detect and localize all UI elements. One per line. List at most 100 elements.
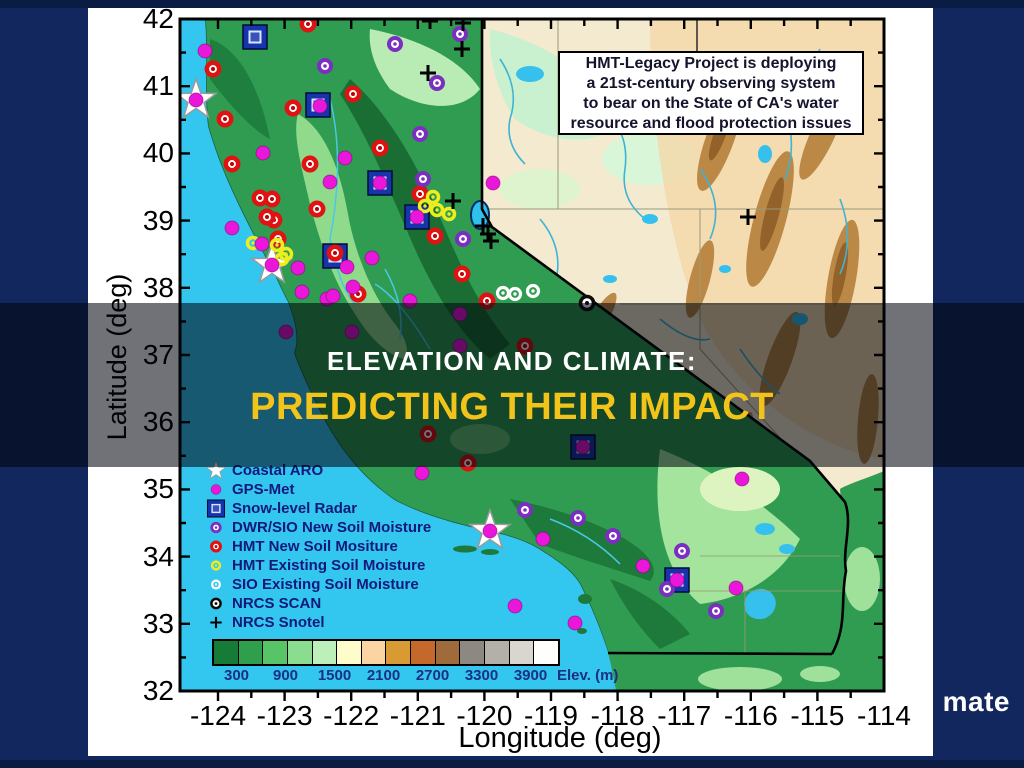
- y-tick-label: 42: [142, 3, 174, 34]
- marker-hmt-new: [426, 227, 444, 245]
- arizona-green-region: [608, 471, 884, 691]
- hmt-new-icon: [210, 540, 222, 553]
- marker-hmt-new: [453, 265, 471, 283]
- x-tick-label: -121: [389, 700, 446, 731]
- marker-hmt-exist: [441, 206, 457, 222]
- marker-gps-met: [255, 145, 271, 161]
- marker-gps-met: [264, 257, 280, 273]
- colorbar-tick-label: 3900: [513, 667, 548, 684]
- legend-item-sio-exist: SIO Existing Soil Moisture: [200, 575, 431, 594]
- pacific-ocean: [180, 19, 616, 691]
- y-tick-label: 38: [142, 271, 174, 303]
- y-tick-label: 33: [142, 607, 174, 639]
- marker-hmt-exist: [429, 202, 445, 218]
- legend-label: HMT New Soil Mositure: [232, 538, 398, 555]
- marker-nrcs-snotel: [480, 226, 496, 242]
- x-tick-label: -120: [456, 700, 513, 731]
- x-tick-label: -115: [790, 700, 845, 731]
- marker-dwr-sio: [317, 58, 333, 74]
- marker-hmt-exist: [269, 237, 285, 253]
- legend-label: NRCS SCAN: [232, 595, 322, 612]
- legend-item-dwr-sio: DWR/SIO New Soil Moisture: [200, 518, 431, 537]
- marker-sio-exist: [507, 286, 523, 302]
- marker-hmt-exist: [417, 198, 433, 214]
- marker-hmt-new: [344, 85, 362, 103]
- marker-hmt-new: [258, 208, 276, 226]
- marker-gps-met: [635, 558, 651, 574]
- colorbar-tick-label: 1500: [317, 667, 352, 684]
- legend-item-hmt-new: HMT New Soil Mositure: [200, 537, 431, 556]
- colorbar-cell: [411, 641, 436, 664]
- x-tick-label: -122: [323, 700, 380, 731]
- legend-label: NRCS Snotel: [232, 614, 325, 631]
- nrcs-snotel-icon: [210, 616, 222, 629]
- marker-hmt-new: [263, 190, 281, 208]
- marker-gps-met: [567, 615, 583, 631]
- marker-hmt-new: [216, 110, 234, 128]
- marker-hmt-new: [301, 155, 319, 173]
- site-watermark[interactable]: mate: [942, 686, 1010, 717]
- gps-met-icon: [210, 484, 222, 495]
- colorbar-cell: [361, 641, 387, 664]
- legend-item-gps-met: GPS-Met: [200, 480, 431, 499]
- marker-gps-met: [224, 220, 240, 236]
- y-tick-label: 41: [142, 70, 174, 102]
- legend-item-snow-radar: Snow-level Radar: [200, 499, 431, 518]
- legend-label: HMT Existing Soil Moisture: [232, 557, 426, 574]
- marker-hmt-new: [299, 19, 317, 33]
- colorbar-cell: [509, 641, 535, 664]
- marker-gps-met: [734, 471, 750, 487]
- marker-gps-met: [197, 43, 213, 59]
- marker-gps-met: [290, 260, 306, 276]
- marker-dwr-sio: [570, 510, 586, 526]
- legend-label: Snow-level Radar: [232, 500, 358, 517]
- colorbar-cell: [386, 641, 412, 664]
- nrcs-scan-icon: [210, 597, 222, 610]
- hmt-exist-icon: [210, 560, 222, 571]
- legend-item-nrcs-scan: NRCS SCAN: [200, 594, 431, 613]
- marker-gps-met: [322, 174, 338, 190]
- colorbar-cell: [460, 641, 486, 664]
- x-tick-label: -117: [657, 700, 712, 731]
- colorbar-tick-label: 2100: [366, 667, 401, 684]
- marker-gps-met: [188, 92, 204, 108]
- colorbar-tick-label: 900: [272, 667, 299, 684]
- colorbar-cell: [485, 641, 510, 664]
- top-frame-strip: [0, 0, 1024, 8]
- marker-gps-met: [728, 580, 744, 596]
- marker-hmt-new: [204, 60, 222, 78]
- channel-islands: [453, 545, 592, 634]
- x-tick-label: -114: [857, 700, 911, 731]
- marker-gps-met: [339, 259, 355, 275]
- x-tick-label: -123: [256, 700, 313, 731]
- arizona-light-patches: [698, 547, 880, 691]
- colorbar-cell: [287, 641, 313, 664]
- colorbar-cell: [214, 641, 239, 664]
- marker-dwr-sio: [455, 231, 471, 247]
- elevation-colorbar-labels: 300 900 1500 2100 2700 3300 3900 Elev. (m): [212, 667, 692, 685]
- colorbar-tick-label: 2700: [415, 667, 450, 684]
- state-borders: [480, 19, 850, 656]
- marker-nrcs-snotel: [455, 19, 471, 31]
- x-tick-label: -119: [524, 700, 578, 731]
- marker-hmt-exist: [425, 189, 441, 205]
- sio-exist-icon: [210, 579, 222, 590]
- legend-item-nrcs-snotel: NRCS Snotel: [200, 613, 431, 632]
- marker-gps-met: [535, 531, 551, 547]
- marker-sio-exist: [525, 283, 541, 299]
- marker-dwr-sio: [412, 126, 428, 142]
- marker-hmt-new: [284, 99, 302, 117]
- marker-dwr-sio: [605, 528, 621, 544]
- colorbar-cell: [312, 641, 338, 664]
- marker-dwr-sio: [659, 581, 675, 597]
- map-figure: HMT-Legacy Project is deploying a 21st-c…: [88, 4, 933, 756]
- bottom-frame-strip: [0, 760, 1024, 768]
- marker-gps-met: [409, 209, 425, 225]
- marker-gps-met: [485, 175, 501, 191]
- marker-dwr-sio: [708, 603, 724, 619]
- dwr-sio-icon: [210, 521, 222, 534]
- marker-nrcs-snotel: [445, 193, 461, 209]
- station-markers-layer: [180, 19, 756, 631]
- marker-hmt-new: [326, 244, 344, 262]
- colorbar-unit-label: Elev. (m): [557, 667, 619, 684]
